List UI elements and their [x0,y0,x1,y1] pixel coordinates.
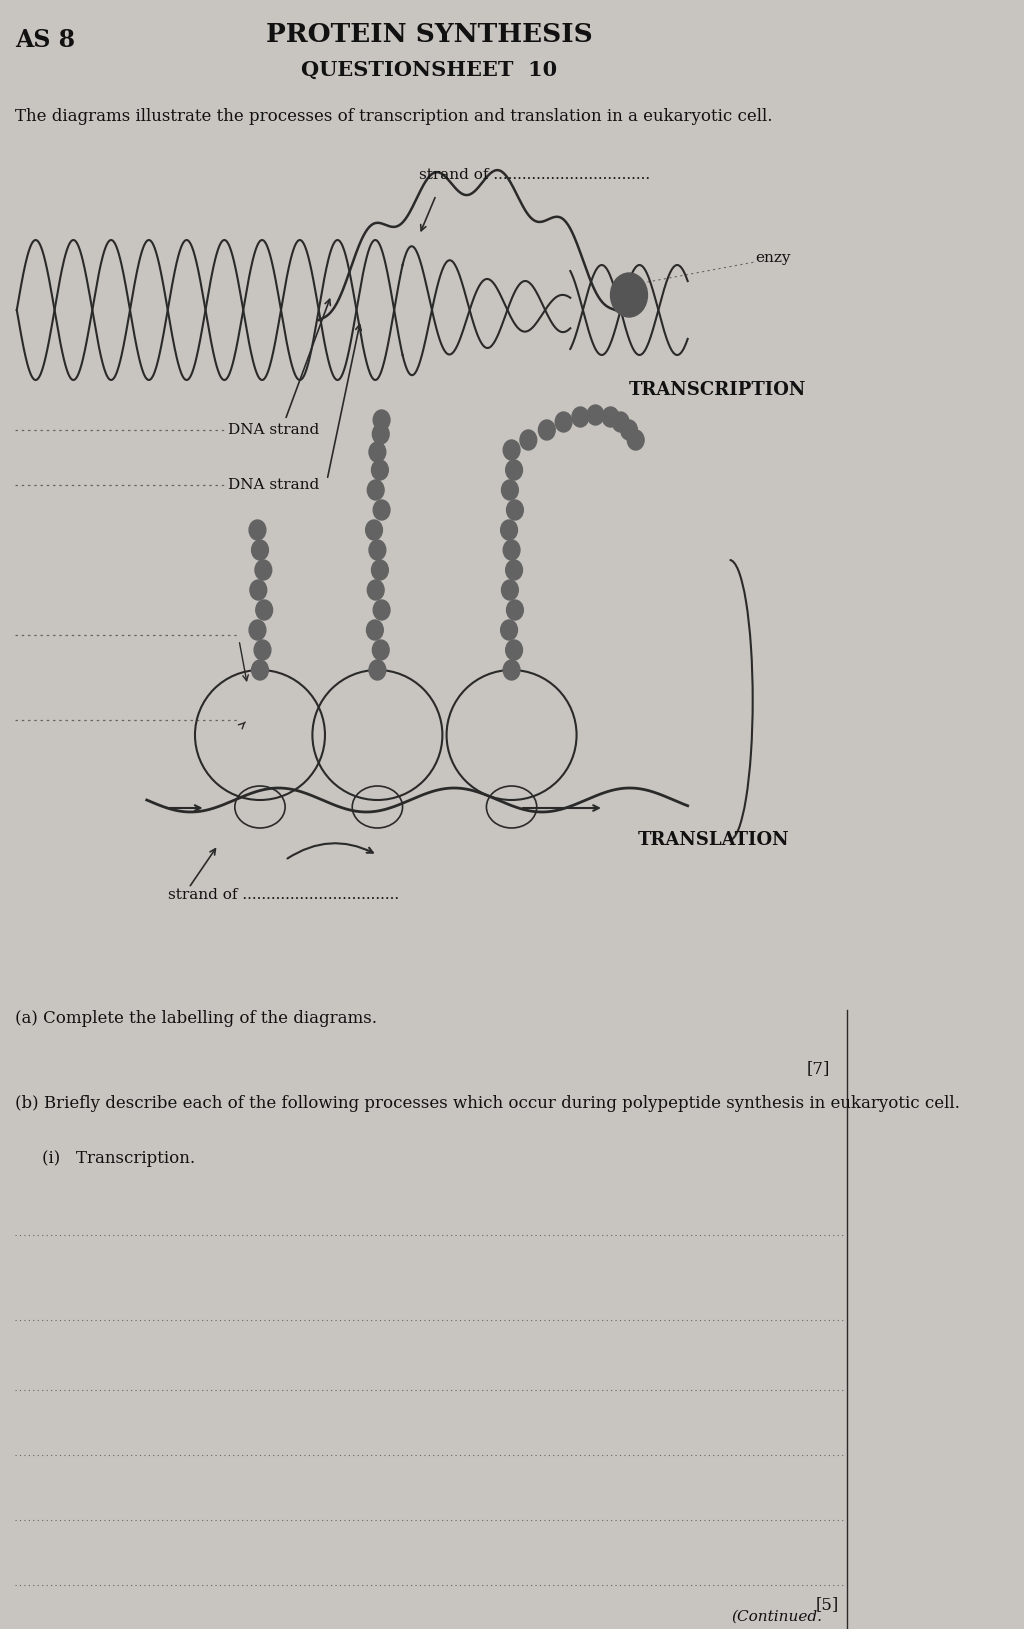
Circle shape [372,560,388,580]
Circle shape [502,481,518,500]
Circle shape [255,560,271,580]
Circle shape [501,621,517,640]
Text: (i)   Transcription.: (i) Transcription. [42,1150,195,1166]
Circle shape [373,640,389,660]
Circle shape [503,440,520,459]
Circle shape [373,599,390,621]
Circle shape [369,660,386,679]
Circle shape [369,441,386,463]
Text: The diagrams illustrate the processes of transcription and translation in a euka: The diagrams illustrate the processes of… [15,108,772,125]
Text: TRANSLATION: TRANSLATION [637,831,790,849]
Circle shape [502,580,518,599]
Circle shape [503,660,520,679]
Text: [5]: [5] [815,1596,839,1613]
Circle shape [507,599,523,621]
Circle shape [612,412,629,432]
Circle shape [373,424,389,445]
Circle shape [506,459,522,481]
Text: QUESTIONSHEET  10: QUESTIONSHEET 10 [301,60,557,80]
Text: AS 8: AS 8 [15,28,75,52]
Circle shape [587,406,604,425]
Text: strand of .................................: strand of ..............................… [168,888,399,902]
Circle shape [539,420,555,440]
Circle shape [252,539,268,560]
Text: (a) Complete the labelling of the diagrams.: (a) Complete the labelling of the diagra… [15,1010,377,1026]
Text: strand of .................................: strand of ..............................… [419,168,650,182]
Circle shape [250,580,266,599]
Circle shape [373,500,390,520]
Circle shape [610,274,647,318]
Circle shape [372,459,388,481]
Circle shape [249,520,266,539]
Circle shape [367,621,383,640]
Circle shape [628,430,644,450]
Circle shape [503,539,520,560]
Text: TRANSCRIPTION: TRANSCRIPTION [629,381,806,399]
Text: (Continued.: (Continued. [731,1609,822,1624]
Circle shape [572,407,589,427]
Text: [7]: [7] [807,1060,830,1077]
Text: DNA strand: DNA strand [228,477,319,492]
Circle shape [621,420,637,440]
Circle shape [373,411,390,430]
Circle shape [256,599,272,621]
Circle shape [368,481,384,500]
Circle shape [602,407,618,427]
Circle shape [506,640,522,660]
Text: (b) Briefly describe each of the following processes which occur during polypept: (b) Briefly describe each of the followi… [15,1095,959,1113]
Circle shape [249,621,266,640]
Circle shape [366,520,382,539]
Circle shape [507,500,523,520]
Circle shape [252,660,268,679]
Circle shape [254,640,271,660]
Text: enzy: enzy [755,251,791,266]
Circle shape [555,412,572,432]
Circle shape [506,560,522,580]
Circle shape [368,580,384,599]
Text: DNA strand: DNA strand [228,424,319,437]
Circle shape [369,539,386,560]
Circle shape [520,430,537,450]
Text: PROTEIN SYNTHESIS: PROTEIN SYNTHESIS [266,23,593,47]
Circle shape [501,520,517,539]
